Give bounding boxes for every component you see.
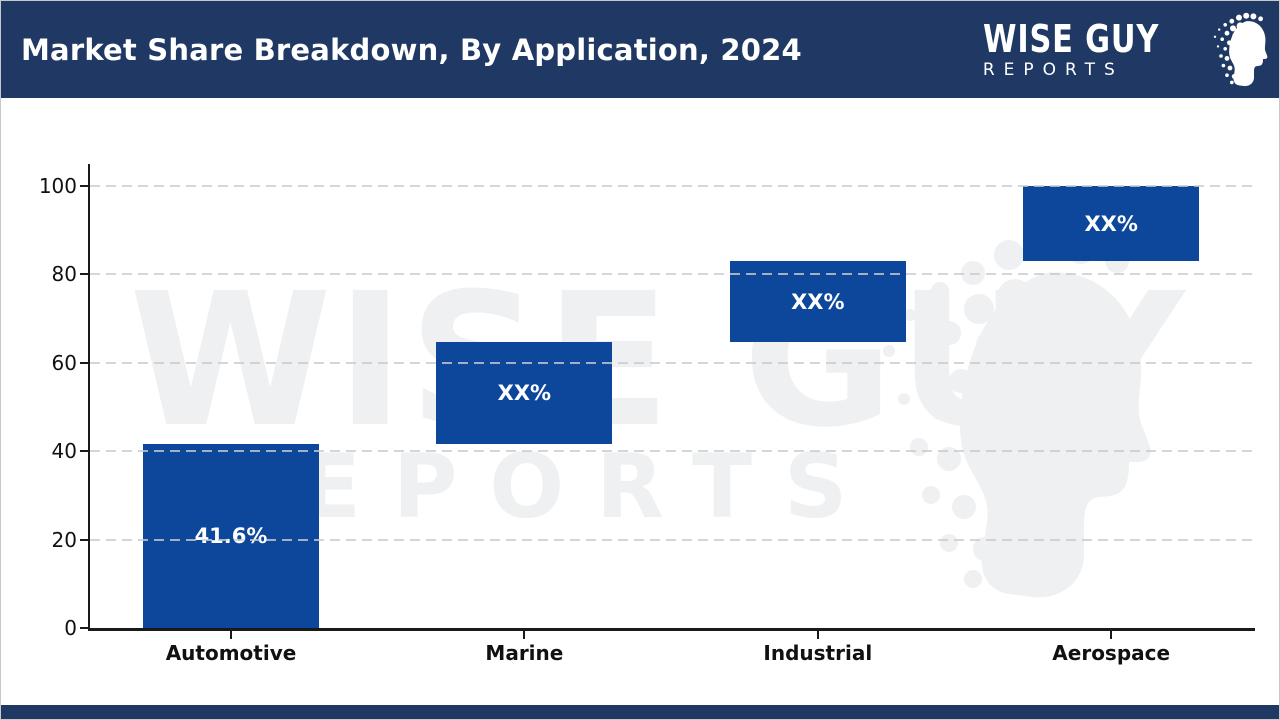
chart-title: Market Share Breakdown, By Application, …: [21, 32, 802, 67]
bar-automotive: 41.6%: [143, 444, 319, 628]
x-tick: [523, 630, 526, 639]
logo-wordmark: WISE GUY REPORTS: [982, 16, 1203, 81]
x-axis-label-automotive: Automotive: [165, 641, 297, 665]
footer-bar: [1, 705, 1279, 719]
y-tick: [80, 185, 88, 187]
bar-marine: XX%: [436, 342, 613, 445]
y-axis-label-20: 20: [51, 527, 77, 552]
x-tick: [1110, 630, 1113, 639]
x-axis-line: [88, 628, 1255, 631]
x-axis-label-aerospace: Aerospace: [1052, 641, 1171, 665]
y-tick: [80, 627, 88, 629]
gridline-20: [90, 538, 1254, 541]
x-axis-label-marine: Marine: [485, 641, 564, 665]
y-tick: [80, 273, 88, 276]
y-tick: [80, 538, 88, 541]
y-axis-label-0: 0: [64, 616, 77, 640]
gridline-100: [90, 185, 1254, 187]
wiseguy-logo: WISE GUY REPORTS: [983, 7, 1269, 93]
y-axis-label-60: 60: [51, 350, 77, 375]
bar-value-label: XX%: [497, 381, 552, 406]
x-axis-label-industrial: Industrial: [763, 641, 873, 665]
y-tick: [80, 361, 88, 364]
bar-value-label: XX%: [791, 289, 845, 314]
y-axis-label-100: 100: [38, 174, 77, 198]
x-tick: [230, 630, 232, 639]
logo-line1: WISE GUY: [982, 16, 1159, 61]
gridline-40: [90, 450, 1254, 453]
y-axis-line: [88, 164, 90, 630]
bar-value-label: 41.6%: [194, 524, 268, 549]
logo-face-icon: [1213, 12, 1268, 87]
gridline-60: [90, 361, 1254, 364]
header-bar: Market Share Breakdown, By Application, …: [1, 1, 1279, 98]
x-tick: [816, 630, 819, 639]
y-tick: [80, 450, 88, 453]
logo-line2: REPORTS: [982, 60, 1124, 81]
bar-value-label: XX%: [1084, 211, 1138, 236]
gridline-80: [90, 273, 1254, 276]
y-axis-label-80: 80: [51, 262, 77, 287]
y-axis-label-40: 40: [51, 439, 77, 464]
bar-aerospace: XX%: [1023, 186, 1200, 262]
